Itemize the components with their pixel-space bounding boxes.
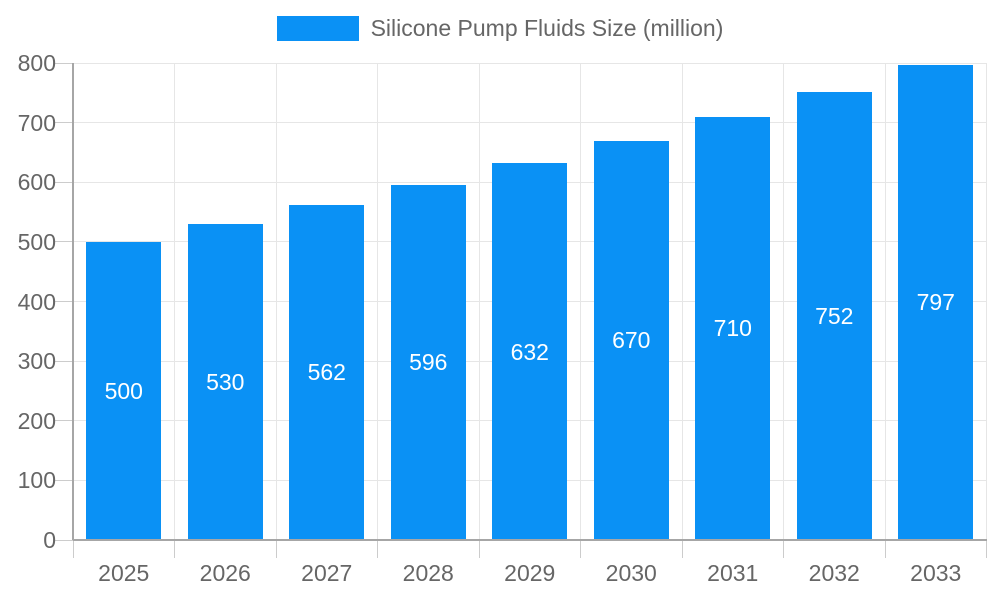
x-axis-tick-label: 2027 <box>301 560 353 586</box>
bar-value-label: 710 <box>713 315 752 342</box>
x-axis-tick-label: 2025 <box>98 560 150 586</box>
x-axis-tick <box>174 540 175 558</box>
bar-value-label: 670 <box>612 327 651 354</box>
bar-value-label: 596 <box>409 349 448 376</box>
x-axis-tick-label: 2030 <box>605 560 657 586</box>
y-axis-tick-label: 100 <box>17 467 56 494</box>
y-axis-tick-label: 600 <box>17 169 56 196</box>
y-axis-tick <box>55 301 73 302</box>
x-axis-tick-label: 2026 <box>199 560 251 586</box>
x-axis-tick-label: 2033 <box>910 560 962 586</box>
x-axis-tick <box>580 540 581 558</box>
bar <box>187 223 263 540</box>
bar-value-label: 500 <box>104 377 143 404</box>
y-axis-tick-label: 0 <box>43 527 56 553</box>
y-axis-tick-label: 800 <box>17 50 56 76</box>
bar <box>593 140 669 540</box>
x-axis-tick <box>72 540 74 558</box>
x-axis-tick-label: 2029 <box>504 560 556 586</box>
x-gridline <box>580 63 581 540</box>
x-axis-tick-label: 2032 <box>808 560 860 586</box>
x-gridline <box>275 63 277 540</box>
bar <box>492 163 568 540</box>
x-axis-tick <box>275 540 277 558</box>
bar <box>796 91 872 540</box>
x-gridline <box>174 63 175 540</box>
bar-value-label: 632 <box>510 338 549 365</box>
x-axis-tick <box>478 540 480 558</box>
legend[interactable]: Silicone Pump Fluids Size (million) <box>0 15 1000 41</box>
bar <box>289 204 365 540</box>
y-axis-tick-label: 700 <box>17 109 56 136</box>
y-axis-line <box>72 63 74 540</box>
bar <box>898 64 974 540</box>
x-gridline <box>478 63 480 540</box>
x-gridline <box>681 63 683 540</box>
bar <box>695 116 771 540</box>
x-axis-tick <box>884 540 886 558</box>
x-axis-tick <box>377 540 378 558</box>
y-axis-tick <box>55 181 73 183</box>
y-gridline <box>73 122 987 124</box>
x-gridline <box>783 63 784 540</box>
x-gridline <box>884 63 886 540</box>
bar <box>86 241 162 540</box>
y-axis-tick <box>55 420 73 422</box>
y-axis-tick-label: 200 <box>17 407 56 434</box>
x-gridline <box>377 63 378 540</box>
legend-swatch <box>276 15 359 41</box>
legend-label: Silicone Pump Fluids Size (million) <box>370 15 724 41</box>
bar-value-label: 752 <box>815 302 854 329</box>
y-axis-tick <box>55 62 73 64</box>
bar-value-label: 562 <box>307 359 346 386</box>
bar-value-label: 797 <box>916 289 955 316</box>
y-axis-tick-label: 400 <box>17 288 56 315</box>
y-gridline <box>73 62 987 64</box>
x-gridline <box>986 63 987 540</box>
y-axis-tick <box>55 539 73 541</box>
y-axis-tick <box>55 360 73 362</box>
x-axis-tick <box>783 540 784 558</box>
y-axis-tick-label: 500 <box>17 228 56 255</box>
x-axis-tick <box>681 540 683 558</box>
y-axis-tick <box>55 479 73 481</box>
y-axis-tick-label: 300 <box>17 348 56 375</box>
x-axis-tick-label: 2031 <box>707 560 759 586</box>
x-axis-tick-label: 2028 <box>402 560 454 586</box>
x-axis-tick <box>986 540 987 558</box>
y-axis-tick <box>55 122 73 124</box>
y-axis-tick <box>55 241 73 243</box>
x-axis-line <box>73 539 987 541</box>
bar <box>390 184 466 540</box>
bar-value-label: 530 <box>206 368 245 395</box>
